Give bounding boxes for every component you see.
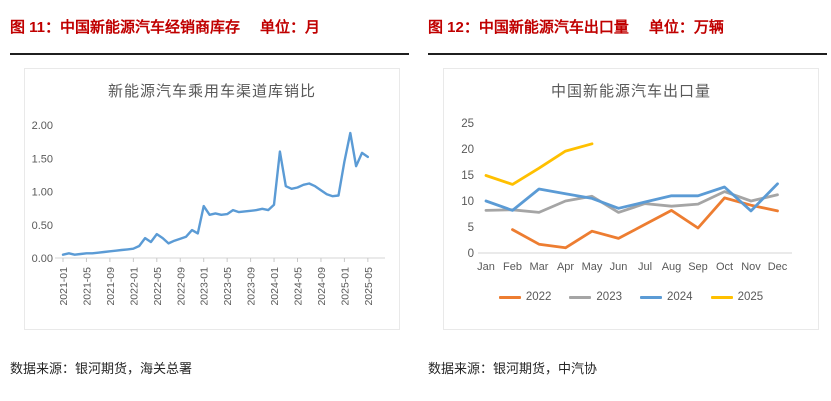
legend-item-2023: 2023	[569, 291, 622, 303]
svg-text:2023-09: 2023-09	[246, 267, 258, 306]
inventory-chart-title: 新能源汽车乘用车渠道库销比	[107, 83, 316, 100]
svg-text:Dec: Dec	[768, 261, 788, 273]
export-chart-legend: 2022 2023 2024 2025	[444, 291, 818, 303]
svg-text:2023-01: 2023-01	[199, 267, 211, 306]
svg-text:0: 0	[468, 248, 474, 260]
figure-11-unit: 单位：月	[260, 19, 321, 36]
svg-text:2022-09: 2022-09	[175, 267, 187, 306]
svg-text:0.00: 0.00	[32, 253, 53, 265]
svg-text:Jan: Jan	[477, 261, 495, 273]
svg-text:2021-09: 2021-09	[105, 267, 117, 306]
svg-text:Nov: Nov	[741, 261, 761, 273]
legend-swatch-2023	[569, 295, 592, 299]
figure-12-panel: 图 12：中国新能源汽车出口量 单位：万辆 25 20 15 10 5 0 Jan Feb Ma…	[428, 8, 827, 393]
legend-swatch-2025	[710, 295, 733, 299]
svg-text:2024-01: 2024-01	[269, 267, 281, 306]
legend-item-2022: 2022	[498, 291, 552, 303]
inventory-chart: 2.00 1.50 1.00 0.50 0.00 2021-01 2021-05 2021-0…	[24, 68, 400, 330]
figure-11-label: 图 11：中国新能源汽车经销商库存	[10, 19, 241, 36]
svg-text:Mar: Mar	[530, 261, 549, 273]
svg-text:0.50: 0.50	[32, 220, 53, 232]
svg-text:2022-01: 2022-01	[128, 267, 140, 306]
export-chart-title: 中国新能源汽车出口量	[550, 83, 711, 100]
svg-text:Jul: Jul	[638, 261, 652, 273]
svg-text:2022-05: 2022-05	[152, 267, 164, 306]
svg-text:Jun: Jun	[610, 261, 628, 273]
svg-text:10: 10	[461, 196, 474, 208]
svg-text:2024-09: 2024-09	[316, 267, 328, 306]
figure-11-divider	[10, 53, 409, 55]
svg-text:2024-05: 2024-05	[293, 267, 305, 306]
svg-text:2021-01: 2021-01	[58, 267, 70, 306]
svg-text:2023-05: 2023-05	[222, 267, 234, 306]
svg-text:15: 15	[461, 170, 474, 182]
svg-text:2025-01: 2025-01	[339, 267, 351, 306]
export-chart: 25 20 15 10 5 0 Jan Feb Mar Apr May Jun Jul Aug Sep Oct…	[443, 68, 819, 330]
svg-text:20: 20	[461, 144, 474, 156]
figure-12-header: 图 12：中国新能源汽车出口量 单位：万辆	[428, 8, 827, 37]
legend-swatch-2024	[640, 295, 662, 299]
legend-item-2025: 2025	[710, 291, 764, 303]
svg-text:Oct: Oct	[716, 261, 733, 273]
svg-text:Sep: Sep	[688, 261, 708, 273]
svg-text:May: May	[582, 261, 603, 273]
inventory-chart-plot: 2.00 1.50 1.00 0.50 0.00 2021-01 2021-05 2021-0…	[32, 120, 385, 306]
svg-text:1.00: 1.00	[32, 187, 53, 199]
figure-12-divider	[428, 53, 827, 55]
svg-text:2.00: 2.00	[32, 120, 53, 132]
figure-12-label: 图 12：中国新能源汽车出口量	[428, 19, 629, 36]
svg-text:5: 5	[468, 222, 474, 234]
legend-label-2023: 2023	[596, 291, 622, 303]
legend-item-2024: 2024	[640, 291, 693, 303]
figure-11-header: 图 11：中国新能源汽车经销商库存 单位：月	[10, 8, 409, 37]
figure-11-panel: 图 11：中国新能源汽车经销商库存 单位：月 2.00 1.50 1.00 0.50 0…	[10, 8, 409, 393]
svg-text:Aug: Aug	[662, 261, 682, 273]
legend-label-2025: 2025	[737, 291, 764, 303]
svg-text:2021-05: 2021-05	[81, 267, 93, 306]
figure-12-unit: 单位：万辆	[648, 19, 724, 36]
source-right: 数据来源：银河期货，中汽协	[428, 361, 598, 376]
legend-label-2024: 2024	[667, 291, 693, 303]
svg-text:2025-05: 2025-05	[363, 267, 375, 306]
legend-swatch-2022	[498, 295, 521, 299]
legend-label-2022: 2022	[525, 291, 552, 303]
svg-text:25: 25	[461, 118, 474, 130]
source-left: 数据来源：银河期货，海关总署	[10, 361, 193, 376]
svg-text:Apr: Apr	[557, 261, 574, 273]
svg-text:1.50: 1.50	[32, 153, 53, 165]
svg-text:Feb: Feb	[503, 261, 522, 273]
